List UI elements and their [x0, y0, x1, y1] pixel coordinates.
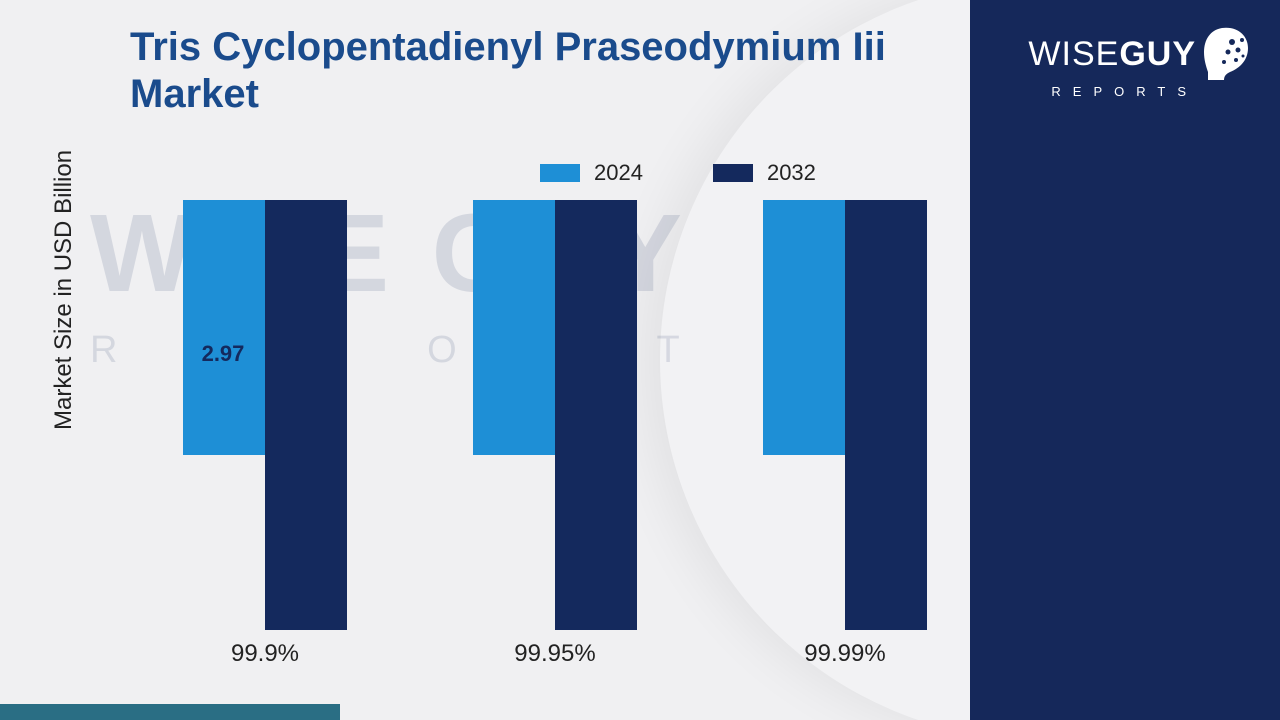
logo-subtext: REPORTS [990, 84, 1198, 99]
bar-data-label: 2.97 [202, 341, 245, 367]
footer-accent-bar [0, 704, 340, 720]
x-tick-label: 99.95% [514, 640, 595, 668]
chart-canvas: WISE GUY R E P O R T S Tris Cyclopentadi… [0, 0, 1280, 720]
y-axis-label: Market Size in USD Billion [50, 150, 78, 430]
bar-group [760, 200, 930, 630]
x-axis-labels: 99.9% 99.95% 99.99% [130, 640, 920, 670]
x-tick-label: 99.99% [804, 640, 885, 668]
plot-area: 2.97 [130, 200, 920, 630]
x-tick-label: 99.9% [231, 640, 299, 668]
bar-2032 [555, 200, 637, 630]
legend: 2024 2032 [540, 160, 816, 186]
head-icon [1202, 26, 1250, 82]
bar-2024 [473, 200, 555, 455]
legend-item-2024: 2024 [540, 160, 643, 186]
legend-label-2024: 2024 [594, 160, 643, 186]
legend-item-2032: 2032 [713, 160, 816, 186]
bar-group [180, 200, 350, 630]
legend-swatch-2032 [713, 164, 753, 182]
bar-2032 [265, 200, 347, 630]
legend-swatch-2024 [540, 164, 580, 182]
chart-title: Tris Cyclopentadienyl Praseodymium Iii M… [130, 24, 890, 118]
bar-2032 [845, 200, 927, 630]
legend-label-2032: 2032 [767, 160, 816, 186]
bar-2024 [183, 200, 265, 455]
logo-text: WISEGUY [1028, 35, 1196, 74]
bar-2024 [763, 200, 845, 455]
wiseguy-logo: WISEGUY REPORTS [990, 26, 1250, 99]
bar-group [470, 200, 640, 630]
right-panel [970, 0, 1280, 720]
